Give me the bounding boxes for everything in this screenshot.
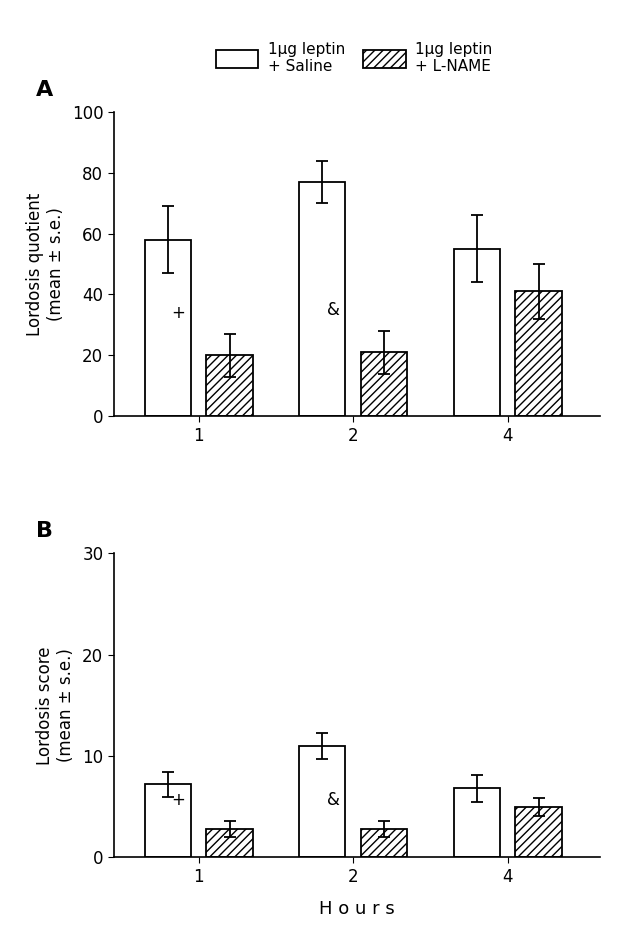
Text: &: & <box>327 790 339 809</box>
Bar <box>299 182 346 417</box>
Bar <box>361 352 407 417</box>
Y-axis label: Lordosis score
(mean ± s.e.): Lordosis score (mean ± s.e.) <box>37 646 75 764</box>
Bar <box>454 788 500 857</box>
Bar <box>299 746 346 857</box>
Text: A: A <box>36 79 53 100</box>
Text: &: & <box>327 301 339 319</box>
Text: +: + <box>172 304 186 322</box>
Bar <box>454 249 500 417</box>
Bar <box>516 292 562 417</box>
Text: B: B <box>36 521 53 541</box>
Legend: 1μg leptin
+ Saline, 1μg leptin
+ L-NAME: 1μg leptin + Saline, 1μg leptin + L-NAME <box>209 35 499 80</box>
Bar <box>207 355 253 417</box>
Text: +: + <box>172 790 186 809</box>
Bar <box>145 785 191 857</box>
Bar <box>207 829 253 857</box>
Y-axis label: Lordosis quotient
(mean ± s.e.): Lordosis quotient (mean ± s.e.) <box>26 192 64 336</box>
Bar <box>145 240 191 417</box>
X-axis label: H o u r s: H o u r s <box>319 899 395 918</box>
Bar <box>516 807 562 857</box>
Bar <box>361 829 407 857</box>
